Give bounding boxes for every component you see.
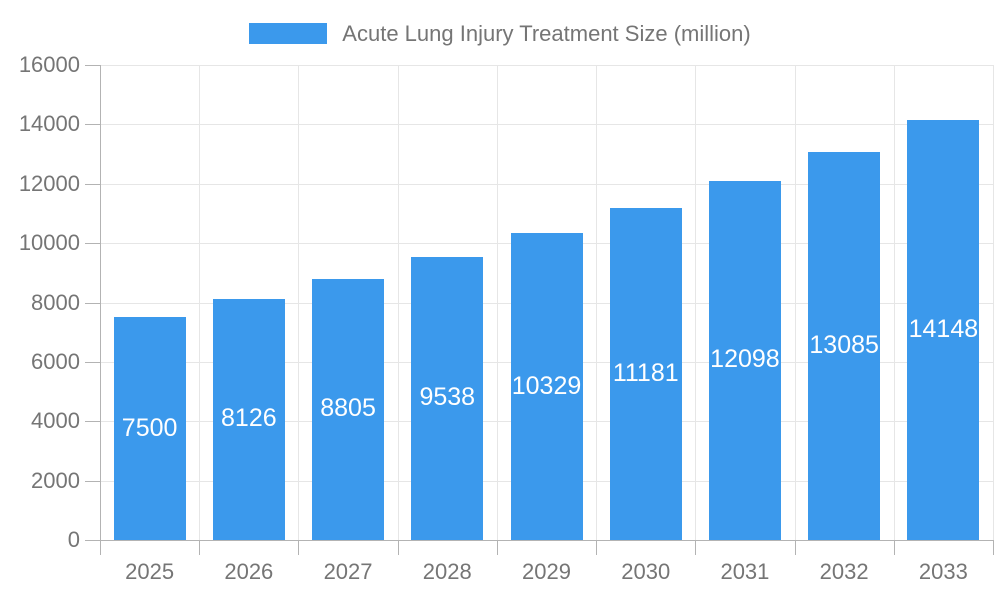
y-axis-label: 6000 — [31, 348, 80, 374]
gridline-vertical — [993, 65, 994, 540]
x-axis-label: 2029 — [522, 559, 571, 584]
y-axis-label: 2000 — [31, 467, 80, 493]
y-axis-tick — [85, 540, 100, 541]
x-axis-tick — [893, 540, 895, 555]
x-axis-tick — [993, 540, 994, 555]
x-axis-label: 2030 — [621, 559, 671, 584]
x-axis-tick — [496, 540, 498, 555]
x-axis-label: 2031 — [720, 559, 770, 584]
gridline-vertical — [199, 65, 201, 540]
gridline-horizontal — [100, 183, 993, 185]
legend-series-label: Acute Lung Injury Treatment Size (millio… — [342, 21, 751, 46]
x-axis-tick — [596, 540, 598, 555]
bar[interactable] — [808, 151, 881, 540]
gridline-horizontal — [100, 124, 993, 126]
bar-value-label: 12098 — [710, 345, 780, 374]
bar-value-label: 8126 — [221, 404, 277, 433]
y-axis-label: 0 — [67, 527, 80, 552]
y-axis-label: 14000 — [18, 111, 80, 137]
x-axis-tick — [397, 540, 399, 555]
bar-value-label: 8805 — [320, 394, 376, 423]
gridline-horizontal — [100, 65, 993, 66]
x-axis-tick — [199, 540, 201, 555]
bar-value-label: 10329 — [511, 371, 582, 400]
y-axis-label: 4000 — [31, 408, 80, 434]
bar[interactable] — [708, 180, 781, 540]
bar-value-label: 7500 — [121, 413, 178, 442]
y-axis-tick — [85, 302, 100, 304]
gridline-vertical — [397, 65, 399, 540]
y-axis-tick — [85, 65, 100, 66]
x-axis-label: 2033 — [918, 559, 968, 584]
y-axis-tick — [85, 243, 100, 245]
bar[interactable] — [312, 278, 385, 540]
x-axis-tick — [794, 540, 796, 555]
legend-item[interactable]: Acute Lung Injury Treatment Size (millio… — [249, 21, 751, 46]
y-axis-label: 16000 — [18, 52, 80, 77]
y-axis-tick — [85, 480, 100, 482]
legend-swatch-icon — [249, 23, 328, 45]
x-axis-label: 2026 — [224, 559, 274, 584]
y-axis-label: 10000 — [18, 230, 80, 256]
x-axis-tick — [695, 540, 697, 555]
y-axis-tick — [85, 421, 100, 423]
gridline-vertical — [298, 65, 300, 540]
x-axis-label: 2027 — [323, 559, 373, 584]
y-axis-label: 12000 — [18, 170, 80, 196]
y-axis-label: 8000 — [31, 289, 80, 315]
gridline-vertical — [893, 65, 895, 540]
gridline-vertical — [596, 65, 598, 540]
x-axis-tick — [298, 540, 300, 555]
bar[interactable] — [212, 298, 285, 540]
x-axis-label: 2028 — [422, 559, 472, 584]
y-axis-tick — [85, 183, 100, 185]
bar-value-label: 9538 — [419, 383, 476, 412]
gridline-vertical — [695, 65, 697, 540]
bar[interactable] — [411, 256, 484, 540]
gridline-vertical — [496, 65, 498, 540]
x-axis-line — [100, 540, 993, 541]
chart-legend: Acute Lung Injury Treatment Size (millio… — [0, 21, 1000, 46]
bar[interactable] — [907, 119, 980, 540]
y-axis-line — [100, 65, 101, 555]
y-axis-tick — [85, 361, 100, 363]
bar[interactable] — [113, 317, 186, 540]
x-axis-label: 2032 — [819, 559, 869, 584]
y-axis-tick — [85, 124, 100, 126]
bar-value-label: 14148 — [908, 314, 979, 343]
bar-value-label: 13085 — [809, 330, 879, 359]
x-axis-label: 2025 — [125, 559, 175, 584]
plot-area: 0 2000 4000 6000 8000 10000 12000 14000 16000 750… — [19, 52, 994, 584]
bar-value-label: 11181 — [612, 359, 679, 388]
gridline-vertical — [794, 65, 796, 540]
bar[interactable] — [510, 233, 583, 540]
bar[interactable] — [609, 208, 682, 540]
